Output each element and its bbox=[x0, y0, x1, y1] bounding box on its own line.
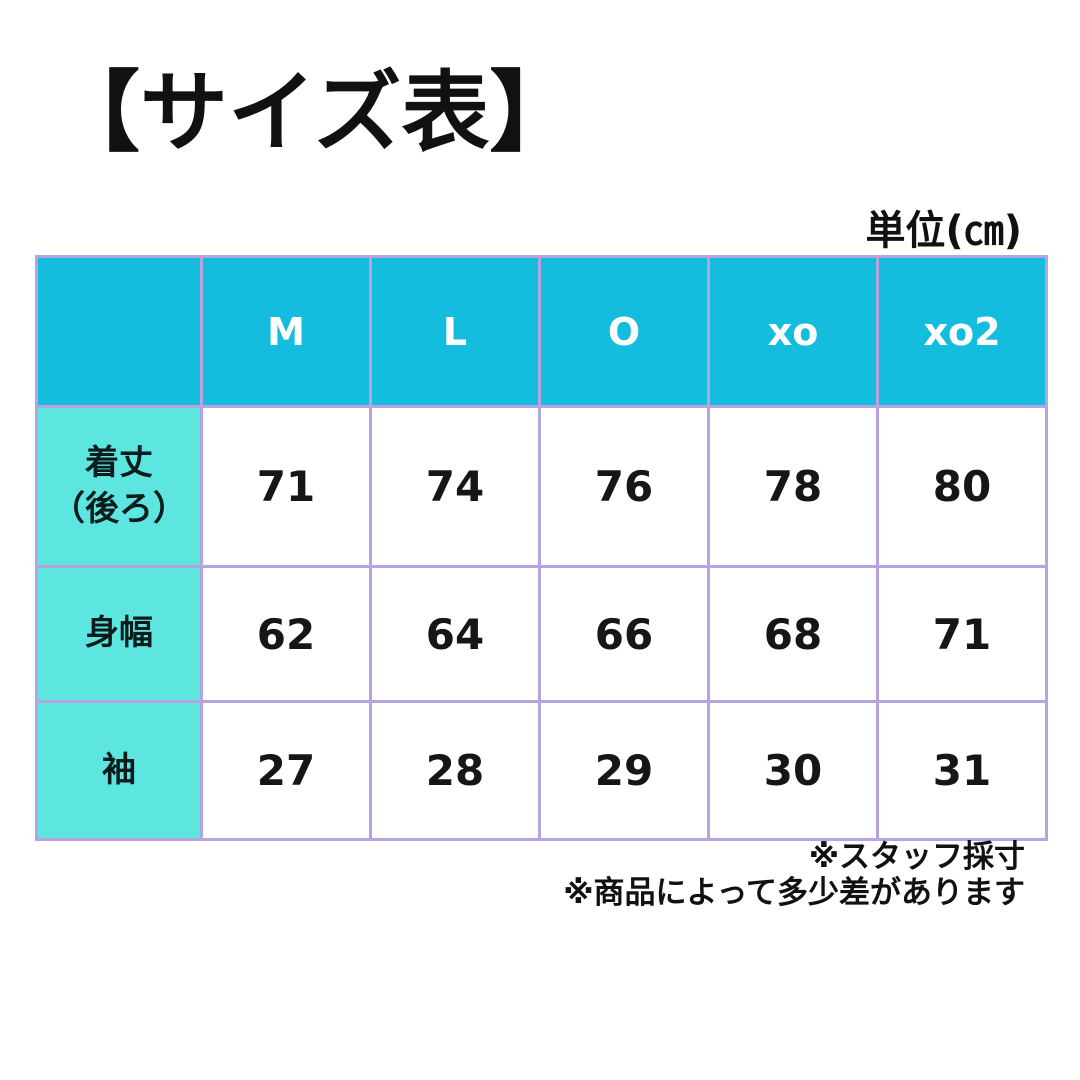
header-cell-l: L bbox=[369, 255, 541, 408]
row-label-body-width: 身幅 bbox=[35, 565, 203, 703]
header-cell-m: M bbox=[200, 255, 372, 408]
cell-body-width-xo: 68 bbox=[707, 565, 879, 703]
header-cell-o: O bbox=[538, 255, 710, 408]
table-row-sleeve: 袖 27 28 29 30 31 bbox=[35, 700, 1048, 841]
cell-body-length-l: 74 bbox=[369, 405, 541, 568]
cell-sleeve-xo2: 31 bbox=[876, 700, 1048, 841]
cell-body-width-xo2: 71 bbox=[876, 565, 1048, 703]
cell-body-length-xo: 78 bbox=[707, 405, 879, 568]
cell-body-length-o: 76 bbox=[538, 405, 710, 568]
header-cell-blank bbox=[35, 255, 203, 408]
row-label-body-length: 着丈 （後ろ） bbox=[35, 405, 203, 568]
unit-label: 単位(㎝) bbox=[865, 208, 1022, 254]
cell-sleeve-l: 28 bbox=[369, 700, 541, 841]
row-label-sleeve: 袖 bbox=[35, 700, 203, 841]
cell-body-width-o: 66 bbox=[538, 565, 710, 703]
cell-body-width-m: 62 bbox=[200, 565, 372, 703]
table-row-body-width: 身幅 62 64 66 68 71 bbox=[35, 565, 1048, 703]
footnote-staff-measured: ※スタッフ採寸 bbox=[808, 839, 1025, 875]
table-header-row: M L O xo xo2 bbox=[35, 255, 1048, 408]
cell-sleeve-o: 29 bbox=[538, 700, 710, 841]
header-cell-xo2: xo2 bbox=[876, 255, 1048, 408]
footnote-variance-disclaimer: ※商品によって多少差があります bbox=[563, 874, 1025, 911]
size-table: M L O xo xo2 着丈 （後ろ） 71 74 76 78 80 身幅 6… bbox=[35, 255, 1048, 841]
cell-body-length-m: 71 bbox=[200, 405, 372, 568]
page-title: 【サイズ表】 bbox=[52, 61, 578, 164]
header-cell-xo: xo bbox=[707, 255, 879, 408]
footnotes: ※スタッフ採寸 ※商品によって多少差があります bbox=[563, 839, 1025, 911]
cell-body-width-l: 64 bbox=[369, 565, 541, 703]
cell-sleeve-xo: 30 bbox=[707, 700, 879, 841]
cell-sleeve-m: 27 bbox=[200, 700, 372, 841]
table-row-body-length: 着丈 （後ろ） 71 74 76 78 80 bbox=[35, 405, 1048, 568]
cell-body-length-xo2: 80 bbox=[876, 405, 1048, 568]
